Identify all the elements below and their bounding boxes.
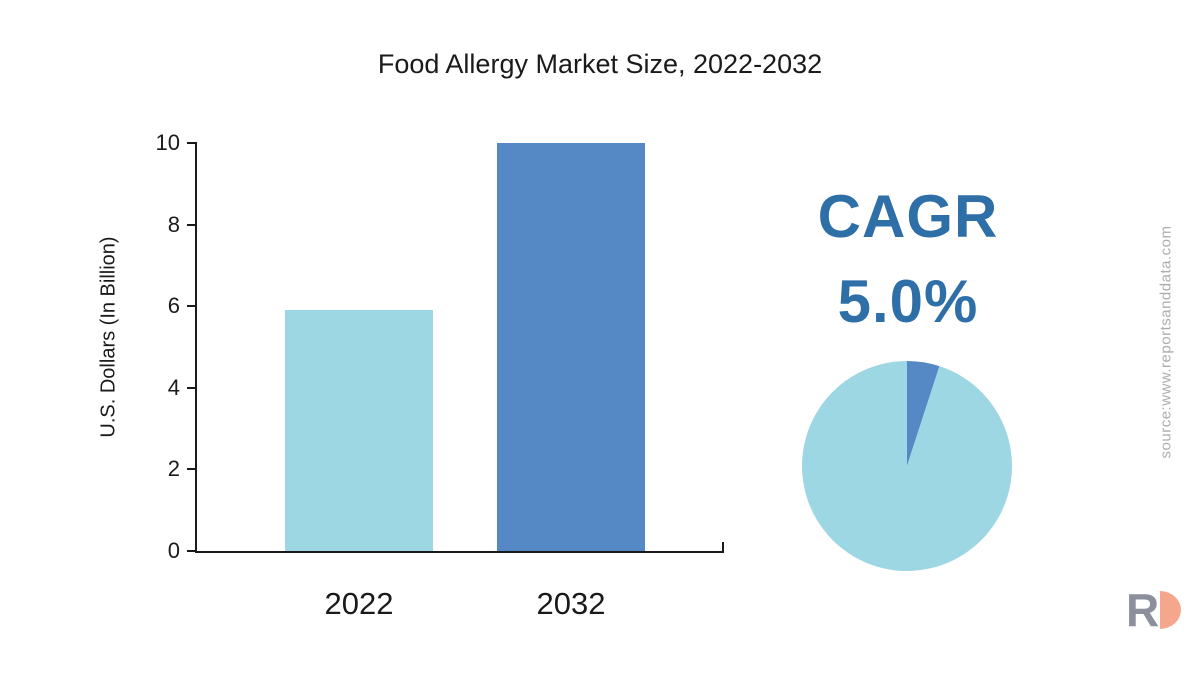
cagr-slice bbox=[907, 361, 940, 466]
logo-d-shape bbox=[1160, 591, 1182, 629]
x-axis-spine bbox=[195, 551, 724, 553]
x-axis-end-tick bbox=[722, 542, 724, 551]
y-tick-label-0: 0 bbox=[167, 538, 180, 563]
x-tick-label-2022: 2022 bbox=[324, 586, 394, 621]
pie-chart bbox=[802, 361, 1012, 571]
y-tick-label-4: 4 bbox=[167, 374, 180, 400]
y-tick-mark-6 bbox=[187, 305, 196, 308]
y-tick-label-8: 8 bbox=[167, 211, 180, 237]
y-axis-title: U.S. Dollars (In Billion) bbox=[97, 236, 120, 438]
source-attribution: source:www.reportsanddata.com bbox=[1157, 225, 1175, 459]
chart-title: Food Allergy Market Size, 2022-2032 bbox=[377, 49, 823, 79]
remainder-slice bbox=[802, 361, 1012, 571]
logo-letter-r: R bbox=[1126, 584, 1159, 636]
y-tick-mark-10 bbox=[187, 142, 196, 144]
y-tick-mark-8 bbox=[187, 223, 196, 226]
bar-2022 bbox=[285, 310, 433, 551]
y-tick-mark-0 bbox=[187, 550, 196, 552]
y-tick-label-6: 6 bbox=[167, 293, 180, 319]
bar-2032 bbox=[497, 143, 645, 551]
brand-logo: R bbox=[1126, 584, 1182, 636]
y-axis-spine bbox=[195, 142, 197, 553]
y-tick-label-10: 10 bbox=[155, 130, 180, 155]
cagr-callout: CAGR 5.0% bbox=[818, 174, 999, 344]
y-tick-mark-4 bbox=[187, 386, 196, 389]
x-tick-label-2032: 2032 bbox=[536, 586, 606, 621]
y-tick-label-2: 2 bbox=[167, 456, 180, 482]
y-tick-mark-2 bbox=[187, 468, 196, 471]
cagr-value: 5.0% bbox=[837, 268, 979, 335]
cagr-label: CAGR bbox=[817, 183, 999, 250]
